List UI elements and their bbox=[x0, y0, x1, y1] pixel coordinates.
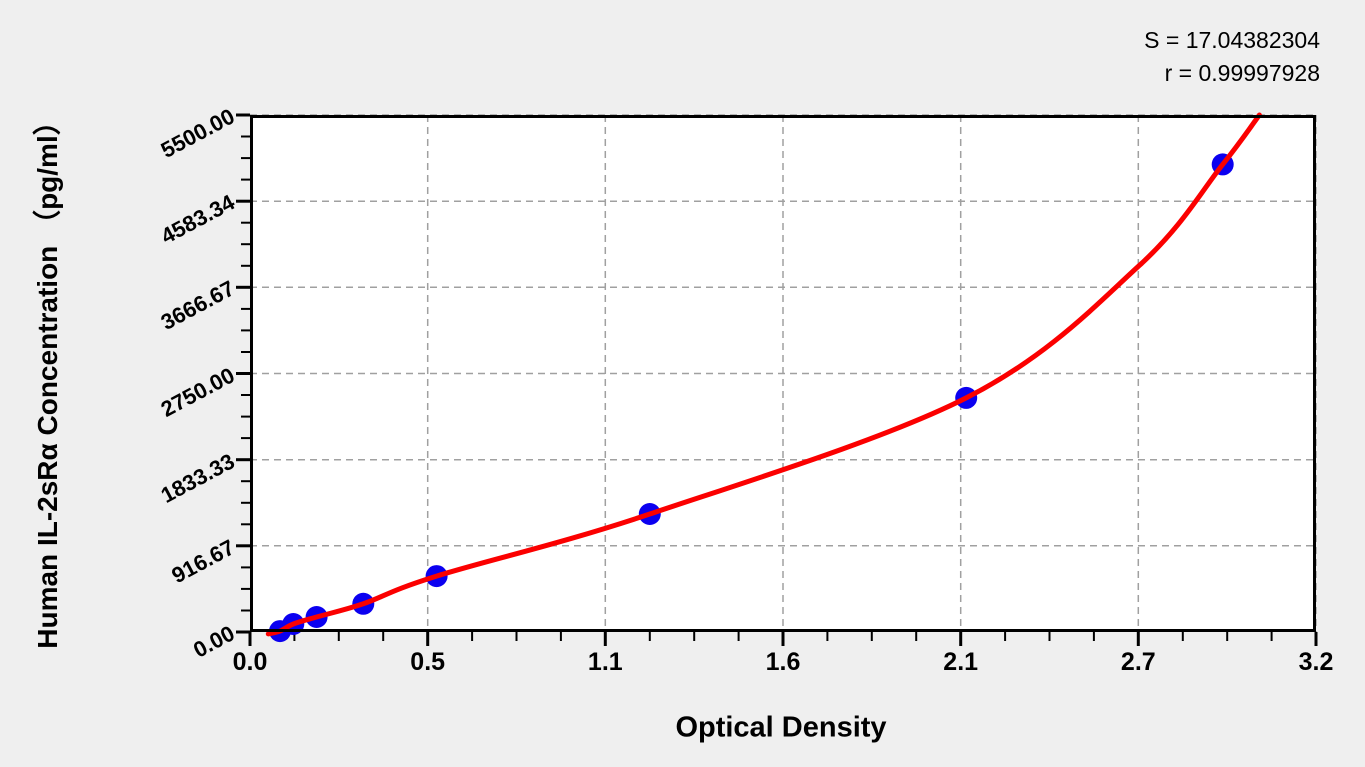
stat-s-value: S = 17.04382304 bbox=[1144, 27, 1320, 53]
x-tick-label: 0.0 bbox=[232, 648, 268, 676]
plot-border bbox=[250, 115, 1316, 632]
stat-r-value: r = 0.99997928 bbox=[1164, 60, 1320, 86]
x-tick-label: 2.7 bbox=[1120, 648, 1156, 676]
x-tick-label: 1.1 bbox=[587, 648, 623, 676]
fit-statistics: S = 17.04382304 r = 0.99997928 bbox=[1144, 24, 1320, 90]
x-tick-label: 1.6 bbox=[765, 648, 801, 676]
fit-curve bbox=[265, 112, 1262, 637]
x-axis-title: Optical Density bbox=[675, 711, 887, 744]
x-tick-label: 3.2 bbox=[1298, 648, 1334, 676]
x-tick-label: 0.5 bbox=[410, 648, 446, 676]
x-tick-label: 2.1 bbox=[943, 648, 979, 676]
